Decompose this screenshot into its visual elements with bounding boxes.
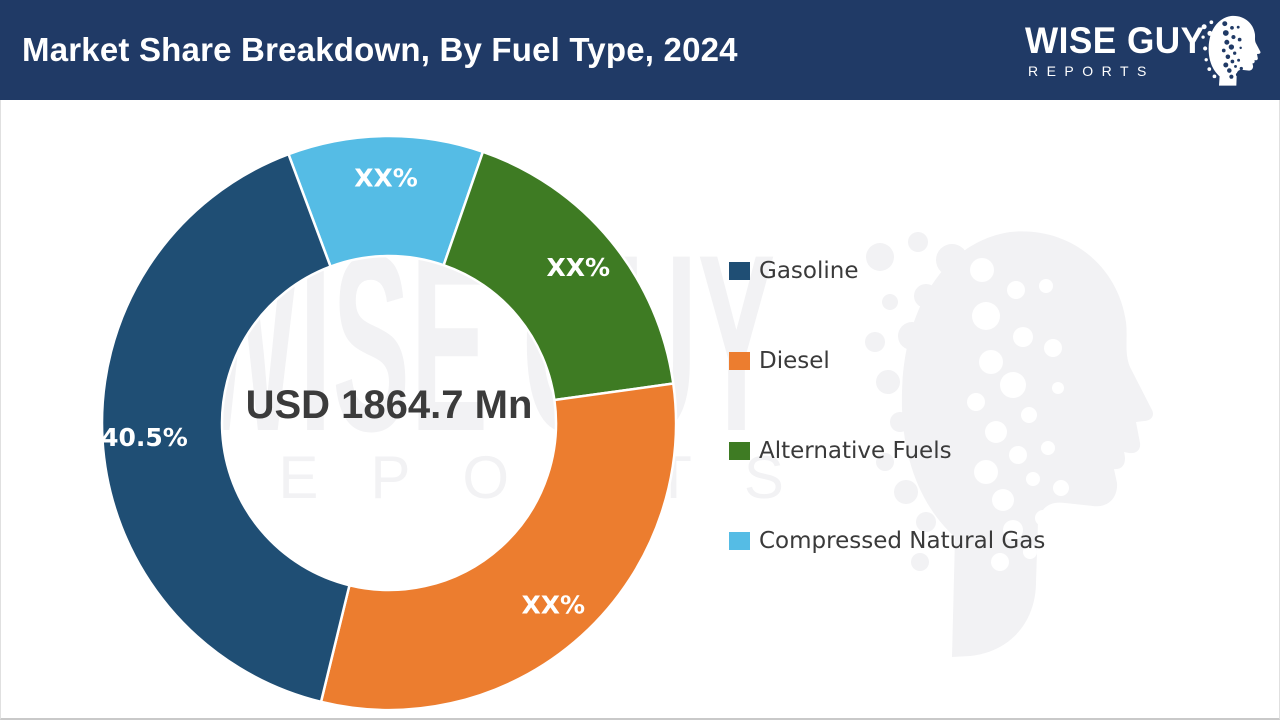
legend-item-diesel: Diesel xyxy=(729,346,1045,376)
legend-swatch-gasoline xyxy=(729,262,750,280)
legend-swatch-alternative-fuels xyxy=(729,442,750,460)
brand-name: WISE GUY xyxy=(1024,20,1205,61)
pie-segment-label-alternative-fuels: XX% xyxy=(547,253,611,282)
legend-item-compressed-natural-gas: Compressed Natural Gas xyxy=(729,526,1045,556)
legend-label-compressed-natural-gas: Compressed Natural Gas xyxy=(759,528,1046,554)
legend-swatch-diesel xyxy=(729,352,750,370)
watermark-head-icon xyxy=(865,231,1154,657)
donut-chart: XX% XX% XX% 40.5% xyxy=(100,134,678,712)
brand-subtitle: REPORTS xyxy=(1027,63,1155,79)
pie-segment-label-compressed-natural-gas: XX% xyxy=(354,164,418,193)
brand-logo: WISE GUY REPORTS xyxy=(1025,14,1264,86)
legend-label-gasoline: Gasoline xyxy=(759,258,859,284)
legend: Gasoline Diesel Alternative Fuels Compresse… xyxy=(729,256,1045,616)
watermark-reports: REPORTS xyxy=(183,444,836,511)
page-title: Market Share Breakdown, By Fuel Type, 20… xyxy=(22,31,738,68)
pie-segment-label-gasoline: 40.5% xyxy=(101,423,188,452)
legend-item-alternative-fuels: Alternative Fuels xyxy=(729,436,1045,466)
legend-label-diesel: Diesel xyxy=(759,348,830,374)
header-bar: Market Share Breakdown, By Fuel Type, 20… xyxy=(0,0,1280,100)
pie-segment-diesel xyxy=(319,382,678,712)
center-value-label: USD 1864.7 Mn xyxy=(245,383,533,427)
chart-canvas: WISE GUY REPORTS XX% XX% XX% 40.5% USD 1864… xyxy=(0,100,1280,720)
legend-label-alternative-fuels: Alternative Fuels xyxy=(759,438,952,464)
pie-segment-alternative-fuels xyxy=(442,150,675,402)
brand-head-icon xyxy=(1201,15,1261,86)
pie-segment-label-diesel: XX% xyxy=(521,590,585,619)
brand-wordmark: WISE GUY REPORTS xyxy=(1025,22,1214,78)
legend-swatch-compressed-natural-gas xyxy=(729,532,750,550)
legend-item-gasoline: Gasoline xyxy=(729,256,1045,286)
pie-segment-gasoline xyxy=(100,152,351,704)
